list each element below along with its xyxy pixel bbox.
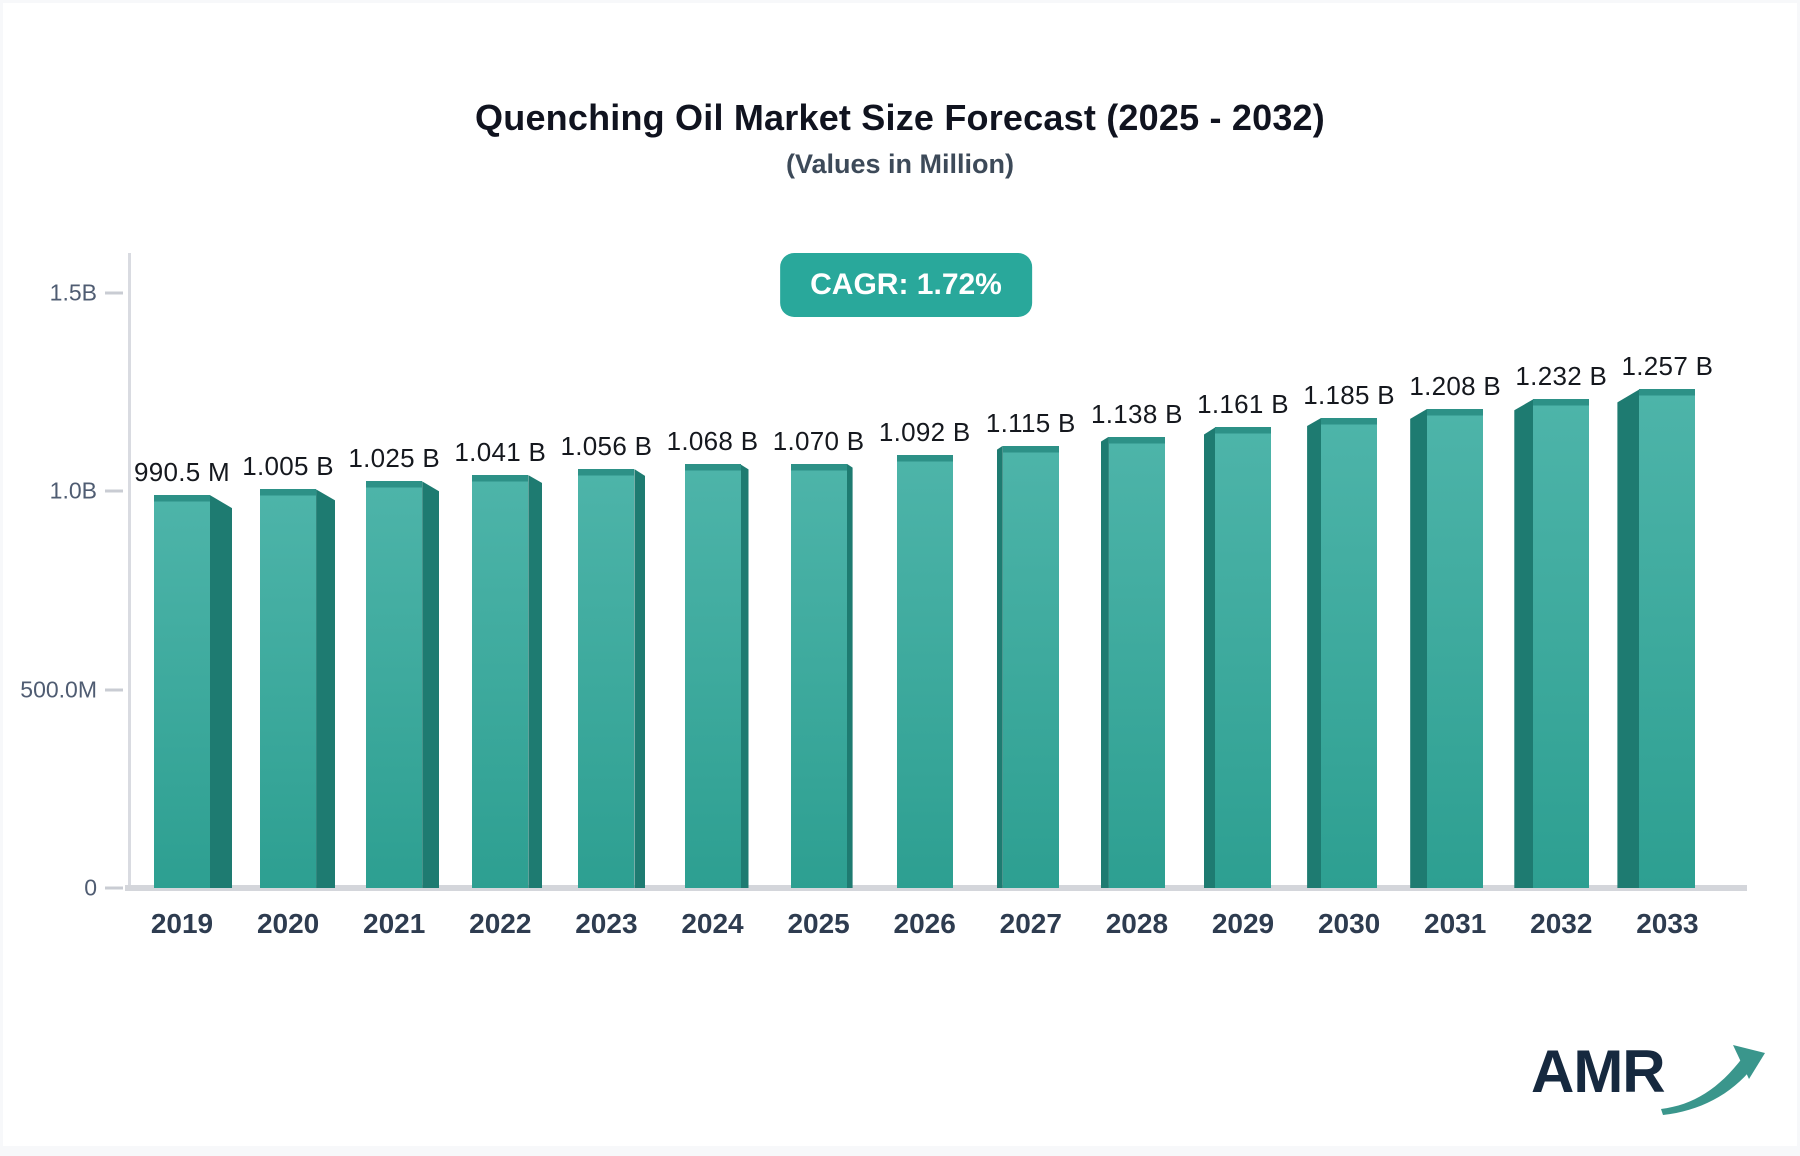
bar-value-label: 1.056 B [560, 431, 653, 462]
bar [472, 475, 529, 888]
x-axis-tick-label: 2026 [893, 908, 956, 939]
x-axis-tick-label: 2020 [256, 908, 320, 939]
bar-side-face [422, 481, 440, 888]
bar-value-label: 1.005 B [242, 451, 334, 482]
bar-value-label: 1.185 B [1303, 379, 1395, 410]
bar-value-label: 1.025 B [348, 443, 441, 474]
y-axis-tick-mark [105, 489, 123, 493]
x-axis-tick-label: 2029 [1211, 908, 1275, 939]
bar-value-label: 1.070 B [772, 425, 865, 456]
bar-side-face [528, 475, 543, 888]
x-axis-tick-label: 2024 [681, 908, 744, 939]
bar [1533, 399, 1590, 888]
bar-value-label: 1.092 B [878, 416, 971, 447]
bar-value-label: 1.068 B [666, 426, 759, 457]
bar-value-label: 1.161 B [1197, 389, 1289, 420]
bar-side-face [1410, 408, 1428, 888]
bar-value-label: 1.138 B [1091, 398, 1183, 429]
bar-side-face [1617, 389, 1640, 888]
y-axis-tick-label: 0 [84, 874, 97, 901]
y-axis-tick-mark [105, 886, 123, 890]
bar-side-face [1100, 436, 1109, 888]
growth-arrow-icon [1661, 1045, 1765, 1115]
x-axis-tick-label: 2027 [999, 908, 1062, 939]
bar [366, 481, 423, 888]
bar-value-label: 1.232 B [1515, 361, 1608, 392]
x-axis-tick-label: 2021 [363, 908, 426, 939]
amr-logo: AMR [1531, 1031, 1765, 1115]
bar-side-face [1204, 427, 1215, 888]
bar [1639, 389, 1696, 888]
y-axis-line [128, 253, 131, 891]
bar [1108, 436, 1165, 888]
bar-side-face [210, 495, 232, 888]
y-axis-tick-mark [105, 688, 123, 692]
bar [578, 469, 635, 888]
bar-value-label: 1.041 B [454, 437, 547, 468]
bar [154, 495, 210, 888]
bar [260, 489, 317, 888]
bar-value-label: 1.257 B [1621, 351, 1714, 382]
bar-value-label: 990.5 M [133, 457, 231, 488]
bar [1321, 417, 1378, 888]
y-axis-tick-label: 500.0M [20, 676, 97, 703]
chart-stage: Quenching Oil Market Size Forecast (2025… [3, 3, 1797, 1146]
y-axis-tick-mark [105, 291, 123, 295]
bar-value-label: 1.208 B [1409, 370, 1502, 401]
bar-side-face [846, 463, 853, 888]
y-axis-tick-label: 1.5B [49, 279, 97, 306]
x-axis-tick-label: 2032 [1530, 908, 1593, 939]
bar-side-face [1307, 417, 1322, 888]
x-axis-tick-label: 2022 [469, 908, 532, 939]
bar-side-face [634, 469, 646, 888]
bar-value-label: 1.115 B [985, 407, 1076, 438]
x-axis-tick-label: 2031 [1424, 908, 1487, 939]
bar-side-face [740, 464, 749, 888]
x-axis-tick-label: 2025 [787, 908, 850, 939]
chart-subtitle: (Values in Million) [785, 149, 1015, 179]
x-axis-tick-label: 2023 [575, 908, 638, 939]
cagr-badge: CAGR: 1.72% [780, 253, 1032, 317]
bar [1002, 445, 1059, 888]
chart-card: Quenching Oil Market Size Forecast (2025… [3, 3, 1797, 1146]
bar [684, 464, 741, 888]
amr-logo-text: AMR [1531, 1038, 1666, 1105]
x-axis-tick-label: 2028 [1105, 908, 1169, 939]
bar-side-face [316, 489, 336, 888]
chart-title: Quenching Oil Market Size Forecast (2025… [475, 97, 1325, 138]
x-axis-tick-label: 2033 [1636, 908, 1699, 939]
x-axis-line [125, 885, 1747, 891]
bar [1427, 408, 1484, 888]
y-axis-tick-label: 1.0B [49, 477, 97, 504]
bar-side-face [996, 445, 1003, 888]
bar [896, 454, 953, 888]
bar [790, 463, 847, 888]
bar-side-face [1514, 399, 1534, 888]
bar [1215, 427, 1271, 888]
x-axis-tick-label: 2030 [1317, 908, 1381, 939]
x-axis-tick-label: 2019 [150, 908, 214, 939]
